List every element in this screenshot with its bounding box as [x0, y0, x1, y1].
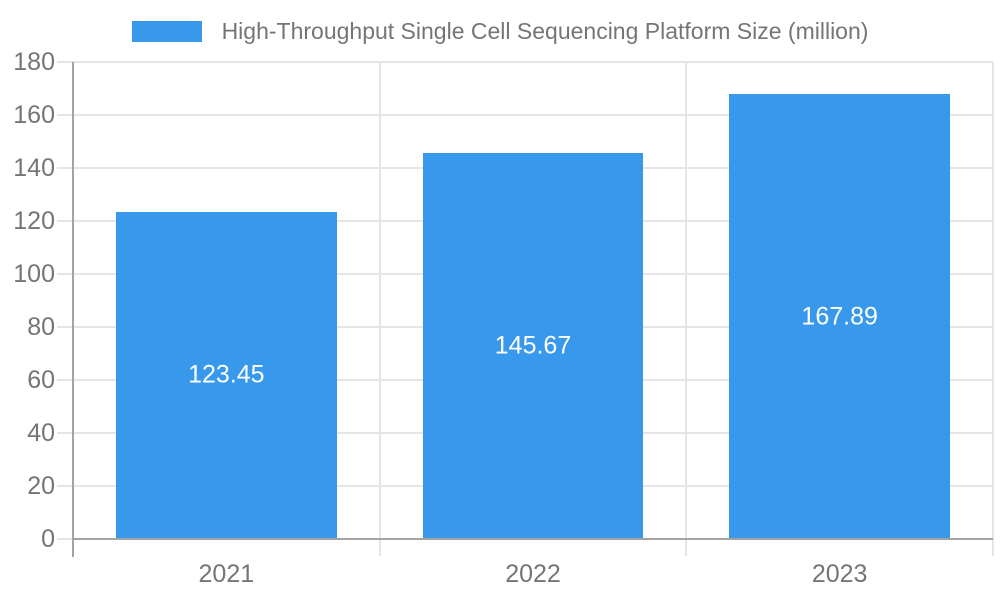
y-axis-tick-label: 80: [27, 313, 55, 341]
x-gridline: [685, 62, 688, 556]
y-axis-tick-label: 180: [13, 48, 55, 76]
legend-swatch-icon: [131, 21, 202, 42]
bar-2023[interactable]: [729, 94, 951, 539]
y-tick-mark: [57, 538, 73, 540]
legend-item[interactable]: High-Throughput Single Cell Sequencing P…: [131, 18, 869, 45]
bar-value-label: 145.67: [494, 331, 572, 360]
x-axis-tick-label: 2022: [505, 560, 561, 588]
y-axis-tick-label: 20: [27, 472, 55, 500]
x-axis-tick-label: 2021: [198, 560, 255, 588]
y-axis-line: [72, 62, 74, 557]
x-gridline: [378, 62, 381, 556]
y-axis-tick-label: 160: [13, 101, 55, 129]
bar-2021[interactable]: [115, 211, 337, 539]
x-gridline: [992, 62, 994, 556]
bar-value-label: 123.45: [188, 360, 265, 389]
y-axis-tick-label: 60: [27, 366, 55, 394]
y-axis-tick-label: 0: [41, 525, 55, 553]
y-gridline: [57, 61, 993, 63]
x-axis-tick-label: 2023: [811, 560, 868, 588]
y-axis-tick-label: 100: [13, 260, 55, 288]
y-axis-tick-label: 120: [13, 207, 55, 235]
bar-value-label: 167.89: [801, 302, 878, 331]
bar-2022[interactable]: [422, 152, 644, 539]
x-axis-line: [73, 538, 993, 540]
legend-label: High-Throughput Single Cell Sequencing P…: [221, 18, 869, 44]
y-axis-tick-label: 40: [27, 419, 55, 447]
legend: High-Throughput Single Cell Sequencing P…: [0, 18, 1000, 45]
y-axis-tick-label: 140: [13, 154, 55, 182]
y-gridline: [57, 114, 993, 116]
